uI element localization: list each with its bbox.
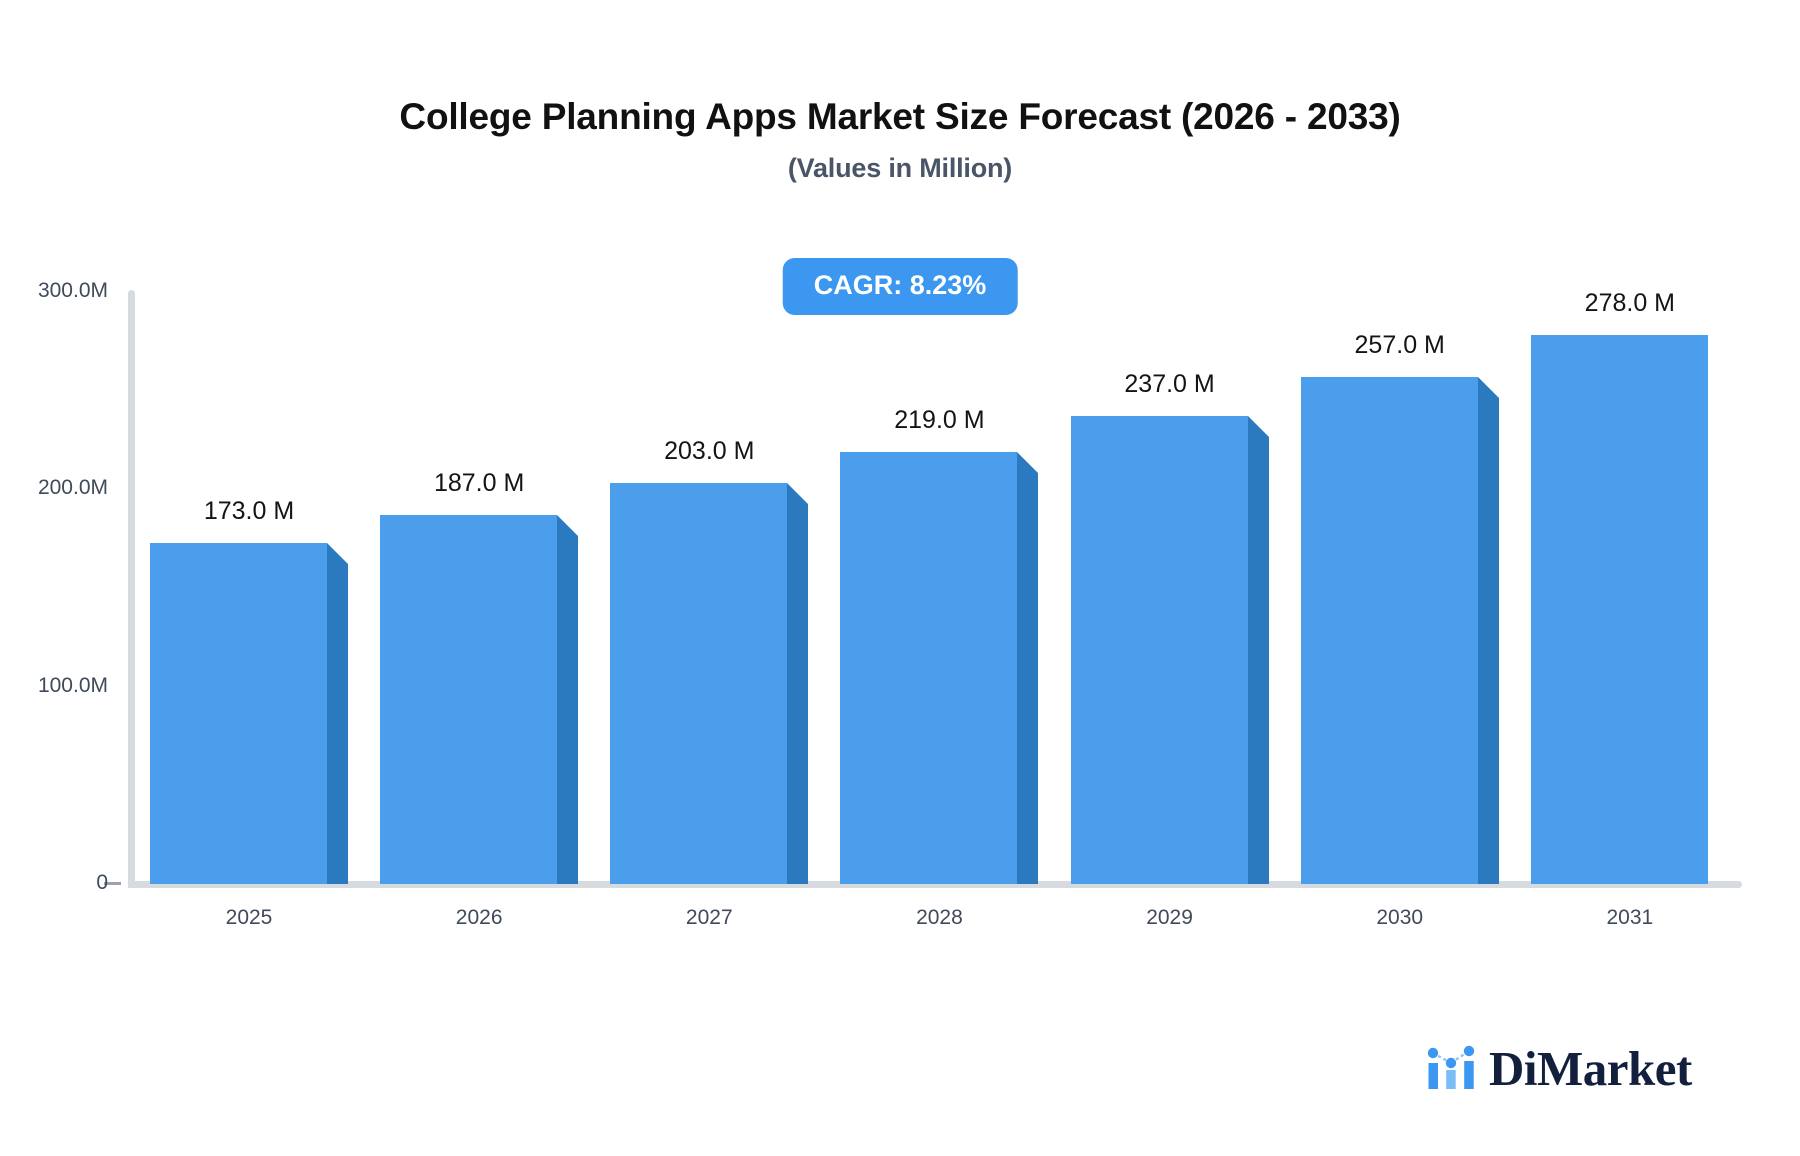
chart-title-block: College Planning Apps Market Size Foreca… <box>0 96 1800 184</box>
bar-front-face <box>150 542 327 884</box>
bar-value-label: 173.0 M <box>203 496 295 525</box>
bar[interactable] <box>380 514 579 884</box>
bar-top-bevel <box>1017 451 1039 473</box>
chart-title: College Planning Apps Market Size Foreca… <box>399 96 1401 137</box>
bar-top-bevel <box>327 542 348 564</box>
bar[interactable] <box>150 542 348 884</box>
x-axis-tick-label: 2029 <box>1146 906 1193 929</box>
y-axis-tick-label: 100.0M <box>37 673 108 697</box>
bar-front-face <box>840 451 1018 884</box>
bar-side-face <box>327 563 348 884</box>
bar-front-face <box>1530 335 1708 884</box>
bar-front-face <box>380 514 558 884</box>
bar-value-label: 187.0 M <box>433 468 525 497</box>
bar-top-bevel <box>557 514 579 536</box>
x-axis-tick-label: 2030 <box>1376 906 1424 929</box>
bar-front-face <box>610 483 788 884</box>
bar-value-label: 257.0 M <box>1354 330 1445 359</box>
bar-top-bevel <box>787 483 809 505</box>
bar[interactable] <box>1300 376 1499 884</box>
bar-side-face <box>557 535 579 884</box>
bar-value-label: 237.0 M <box>1124 370 1215 399</box>
bar-side-face <box>1247 437 1269 884</box>
bar-value-label: 219.0 M <box>894 405 985 434</box>
cagr-badge: CAGR: 8.23% <box>782 258 1018 315</box>
brand-logo-text: DiMarket <box>1489 1041 1692 1096</box>
y-axis-zero-tick-mark <box>104 882 121 885</box>
x-axis-tick-label: 2025 <box>225 906 273 929</box>
bar-front-face <box>1070 416 1248 884</box>
brand-logo: DiMarket <box>1424 1042 1692 1095</box>
bar[interactable] <box>840 451 1039 884</box>
bar-side-face <box>1017 472 1039 884</box>
bar-chart-trend-icon <box>1424 1042 1478 1095</box>
bar-side-face <box>1477 397 1499 884</box>
y-axis-tick-label: 200.0M <box>37 476 108 500</box>
x-axis-line <box>128 881 1742 888</box>
bar-value-label: 203.0 M <box>664 437 755 466</box>
bar[interactable] <box>610 483 809 884</box>
bar[interactable] <box>1530 335 1729 884</box>
bar-top-bevel <box>1247 416 1269 438</box>
y-axis-tick-label: 0 <box>96 871 108 894</box>
x-axis-tick-label: 2031 <box>1606 906 1654 929</box>
x-axis-tick-label: 2026 <box>455 906 503 929</box>
bar-side-face <box>787 504 809 884</box>
bar-top-bevel <box>1477 376 1499 398</box>
bar[interactable] <box>1070 416 1269 884</box>
x-axis-tick-label: 2027 <box>685 906 733 929</box>
y-axis-line <box>128 290 135 888</box>
x-axis-tick-label: 2028 <box>916 906 963 929</box>
chart-subtitle: (Values in Million) <box>787 152 1013 183</box>
bar-value-label: 278.0 M <box>1584 289 1676 318</box>
bar-front-face <box>1300 376 1478 884</box>
y-axis-tick-label: 300.0M <box>37 279 108 302</box>
